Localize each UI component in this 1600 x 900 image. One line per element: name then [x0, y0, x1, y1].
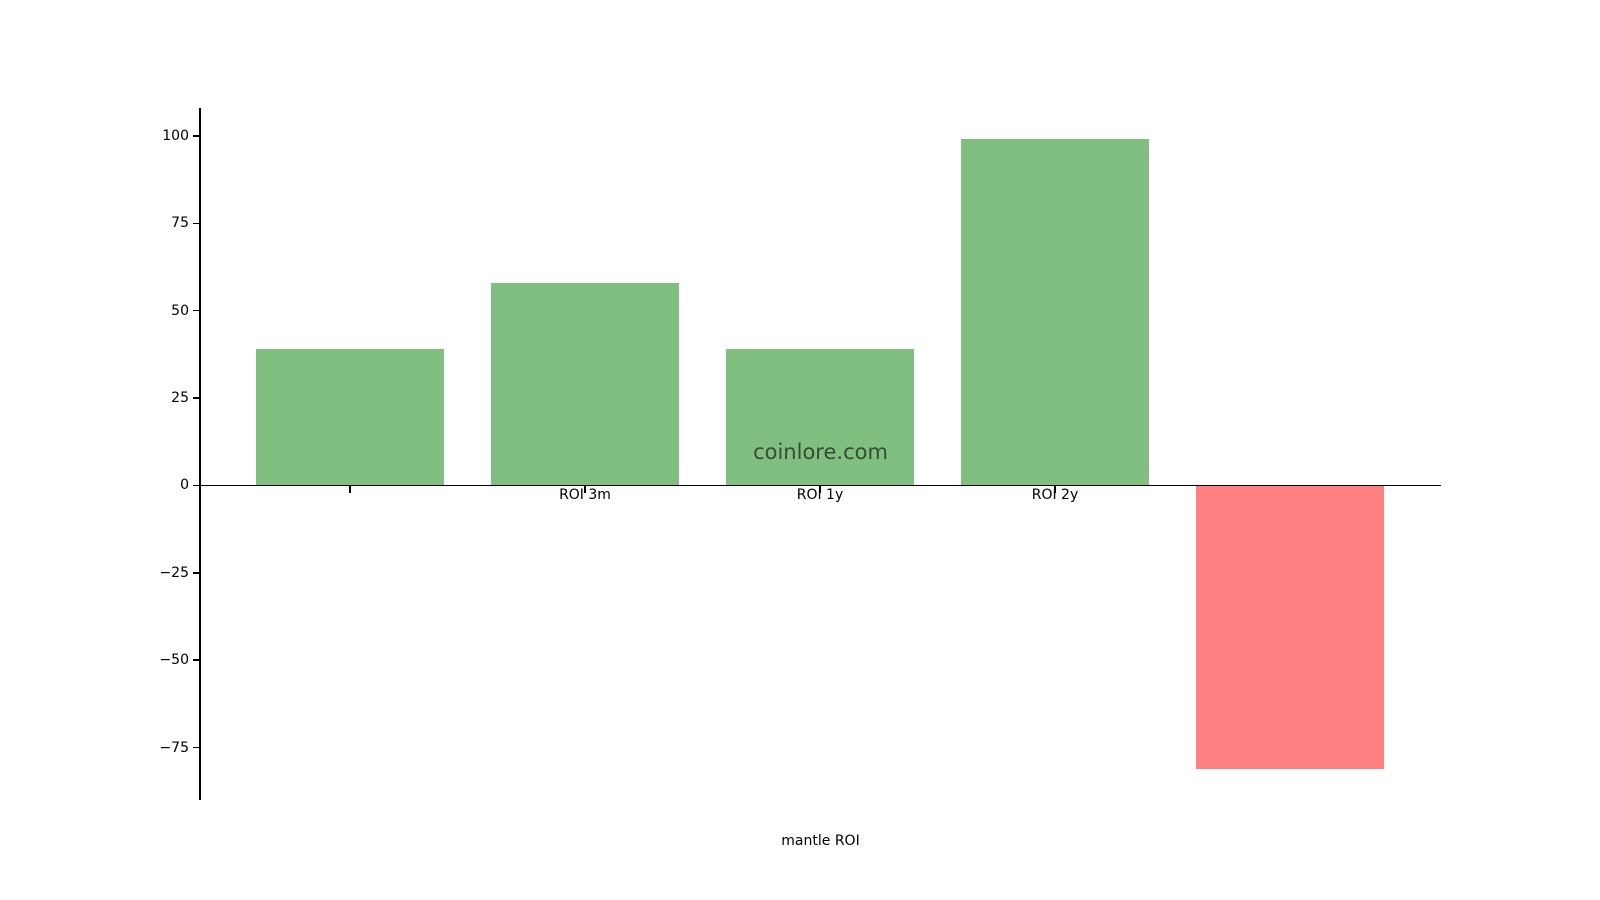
x-axis-zero-line: [200, 484, 1441, 487]
bar-bar-5: [1196, 485, 1384, 769]
y-tick-mark-100: [193, 135, 200, 137]
x-tick-label-roi-1y: ROI 1y: [796, 487, 844, 503]
x-tick-mark-bar-1: [349, 485, 351, 493]
x-tick-mark-roi-1y: [819, 485, 821, 493]
x-tick-label-roi-3m: ROI 3m: [559, 487, 611, 503]
y-tick-label-75: 75: [171, 215, 189, 232]
y-tick-label--50: −50: [159, 652, 189, 669]
x-tick-label-roi-2y: ROI 2y: [1031, 487, 1079, 503]
bar-roi-3m: [491, 282, 679, 486]
y-tick-label--75: −75: [159, 739, 189, 756]
x-tick-mark-roi-3m: [584, 485, 586, 493]
y-tick-mark-0: [193, 484, 200, 487]
y-tick-label-0: 0: [180, 477, 189, 494]
x-tick-mark-roi-2y: [1054, 485, 1056, 493]
y-tick-mark--25: [193, 572, 200, 574]
y-tick-mark-75: [193, 222, 200, 225]
y-axis-spine: [199, 108, 201, 800]
y-tick-mark--50: [193, 659, 200, 661]
bar-bar-1: [256, 349, 444, 486]
y-tick-mark--75: [193, 746, 200, 749]
y-tick-label--25: −25: [159, 564, 189, 581]
bar-roi-2y: [961, 139, 1149, 486]
y-tick-mark-25: [193, 397, 200, 399]
y-tick-label-50: 50: [171, 302, 189, 319]
y-tick-mark-50: [193, 309, 200, 312]
bar-roi-1y: [726, 349, 914, 486]
y-tick-label-100: 100: [162, 127, 189, 144]
x-axis-title: mantle ROI: [781, 833, 860, 849]
y-tick-label-25: 25: [171, 390, 189, 407]
watermark: coinlore.com: [753, 440, 888, 464]
